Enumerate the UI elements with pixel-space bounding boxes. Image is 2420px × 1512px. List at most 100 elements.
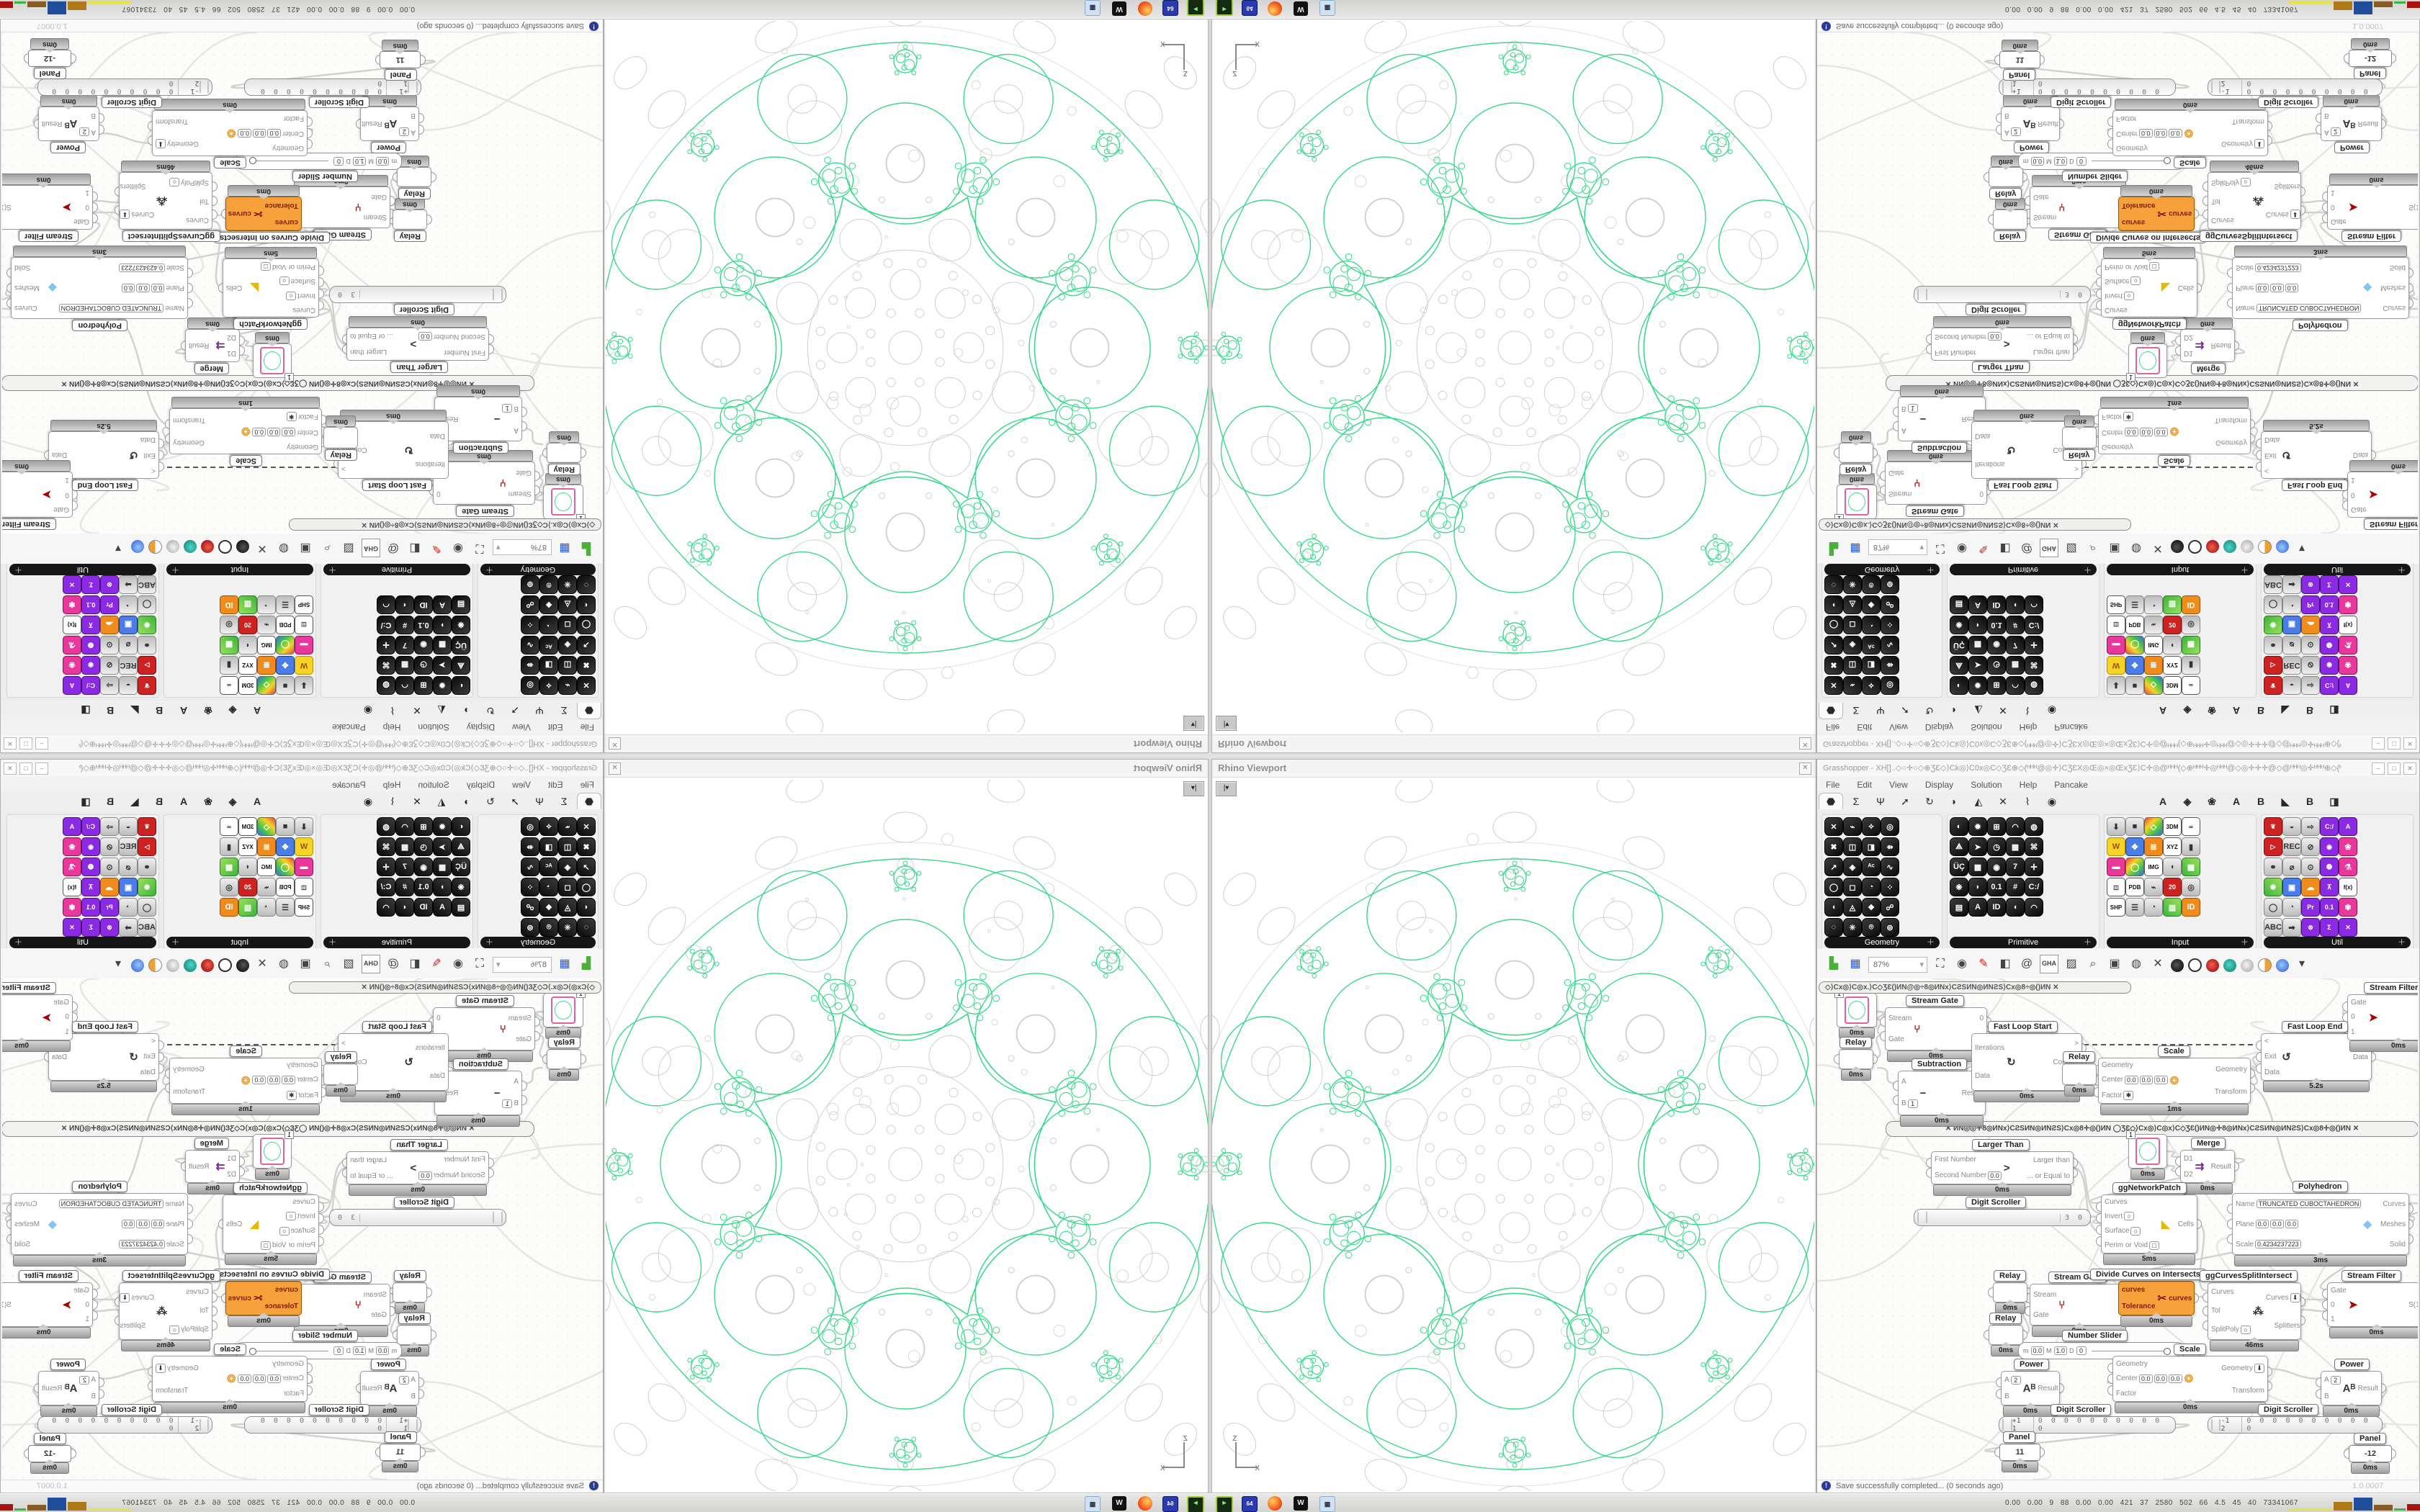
plugin-tab-5[interactable]: ◣ xyxy=(2281,705,2290,716)
component-label[interactable]: Stream Filter xyxy=(2364,518,2418,530)
component-icon[interactable]: ID xyxy=(2182,595,2200,614)
input-port[interactable]: 0 xyxy=(85,1300,89,1309)
component-icon[interactable]: ☁ xyxy=(2301,616,2320,634)
input-port[interactable]: 0 xyxy=(2351,1013,2355,1022)
component-icon[interactable]: ☰ xyxy=(2125,595,2144,614)
port-nub[interactable] xyxy=(1988,1287,1994,1297)
component-icon[interactable]: 0.1 xyxy=(2320,898,2339,917)
node-divide-curves-on-intersects[interactable]: curves Tolerance ✂ curves xyxy=(2118,197,2195,231)
component-icon[interactable]: ✖ xyxy=(577,656,596,675)
node-ggcurvessplitintersect[interactable]: Curves Tol SplitPoly ○ ⁂ Curves ⬇ Splitters xyxy=(119,1282,212,1340)
scroller-grip[interactable] xyxy=(2211,81,2221,93)
component-icon[interactable]: ✳ xyxy=(1843,575,1862,594)
component-icon[interactable]: ❋ xyxy=(1950,616,1968,634)
component-icon[interactable]: 0.1 xyxy=(414,616,433,634)
close-button[interactable]: ✕ xyxy=(4,762,17,775)
input-port[interactable]: Geometry xyxy=(287,1061,318,1070)
input-port[interactable]: 0 xyxy=(65,1013,69,1022)
component-icon[interactable]: Σ xyxy=(81,575,100,594)
input-port[interactable]: Gate xyxy=(2351,505,2367,514)
toolbar-icon-10[interactable]: ⌕ xyxy=(2089,542,2097,554)
component-icon[interactable]: ◖ xyxy=(2006,595,2025,614)
component-icon[interactable]: ◖ xyxy=(2163,636,2182,654)
component-icon[interactable]: ⌁ xyxy=(558,817,577,836)
output-port[interactable]: Solid xyxy=(2389,264,2406,272)
plugin-tab-2[interactable]: ❀ xyxy=(204,796,212,807)
component-icon[interactable]: ◯ xyxy=(577,878,596,896)
component-icon[interactable]: ᴬᶜ xyxy=(1862,858,1881,876)
output-port[interactable]: ... or Equal to xyxy=(2027,332,2070,341)
input-port[interactable]: B xyxy=(411,111,416,120)
port-nub[interactable] xyxy=(2256,1040,2262,1050)
component-icon[interactable]: ❀ xyxy=(2339,656,2357,675)
component-icon[interactable]: ◔ xyxy=(257,898,276,917)
output-port[interactable]: > xyxy=(2074,1039,2079,1048)
node-polyhedron[interactable]: Name TRUNCATED CUBOCTAHEDRON Plane 0.0 0.0 0.… xyxy=(11,257,188,319)
component-icon[interactable]: C:/ xyxy=(81,817,100,836)
input-port[interactable]: Gate xyxy=(2351,998,2367,1007)
component-icon[interactable]: ◎ xyxy=(521,676,539,695)
menu-pancake[interactable]: Pancake xyxy=(2054,722,2088,732)
palette-panel-name[interactable]: Geometry ＋ xyxy=(1824,564,1940,575)
input-port[interactable]: Factor ✱ xyxy=(2102,1090,2134,1100)
node-larger-than[interactable]: First Number Second Number 0.0 > Larger than… xyxy=(346,328,489,361)
component-icon[interactable]: REC xyxy=(119,656,138,675)
scroller-grip[interactable] xyxy=(199,1419,209,1431)
component-icon[interactable]: ❖ xyxy=(539,595,558,614)
component-label[interactable]: Scale xyxy=(214,1344,246,1355)
zoom-select[interactable]: 87% ▾ xyxy=(493,957,552,973)
component-icon[interactable]: ⊚ xyxy=(1881,918,1899,937)
plugin-tab-2[interactable]: ❀ xyxy=(2208,796,2216,807)
node-power[interactable]: A 2 B Aᴮ Result xyxy=(360,107,419,141)
output-port[interactable]: Curves ⬇ xyxy=(2266,1292,2300,1302)
palette-panel-name[interactable]: Input ＋ xyxy=(2107,564,2254,575)
component-icon[interactable]: ≣ xyxy=(257,837,276,856)
component-icon[interactable]: Pr xyxy=(100,595,119,614)
input-port[interactable]: Invert ○ xyxy=(2105,1212,2135,1221)
component-label[interactable]: Digit Scroller xyxy=(393,304,454,315)
palette-tab-6[interactable]: ◭ xyxy=(437,796,446,807)
port-nub[interactable] xyxy=(2107,1362,2113,1373)
output-port[interactable]: Result xyxy=(2210,1162,2231,1171)
component-icon[interactable]: ◇ xyxy=(2144,817,2163,836)
component-icon[interactable]: ⊗ xyxy=(2301,575,2320,594)
minimize-button[interactable]: – xyxy=(35,762,48,775)
input-port[interactable]: Plane 0.0 0.0 0.0 xyxy=(121,1220,184,1228)
toolbar-icon-14[interactable] xyxy=(2171,958,2184,972)
input-port[interactable]: Data xyxy=(140,1068,156,1076)
component-icon[interactable]: ⌀ xyxy=(2282,636,2301,654)
component-icon[interactable]: ✕ xyxy=(63,918,81,937)
palette-tab-5[interactable]: ◗ xyxy=(462,796,470,807)
rhino-3d-viewport[interactable] xyxy=(1212,21,1814,732)
input-port[interactable]: Geometry xyxy=(272,144,304,153)
component-icon[interactable]: ÜÇ xyxy=(452,858,470,876)
component-icon[interactable]: ▦ xyxy=(2006,837,2025,856)
input-port[interactable]: 1 xyxy=(2331,1315,2335,1323)
toolbar-icon-14[interactable] xyxy=(2171,540,2184,554)
document-tab[interactable]: ◇⟩Cx◎⟩C◎x.⟩C◇ƷƐ()ИN@◎÷8◎ИNx⟩CƧSИN◎ИNƧS⟩C… xyxy=(289,981,601,994)
menu-pancake[interactable]: Pancake xyxy=(332,722,366,732)
component-icon[interactable]: Σ xyxy=(2320,575,2339,594)
component-label[interactable]: Larger Than xyxy=(1972,1139,2030,1151)
component-icon[interactable]: ▬ xyxy=(2107,636,2125,654)
port-nub[interactable] xyxy=(2256,1063,2262,1074)
input-port[interactable]: Perim or Void □ xyxy=(2105,262,2160,271)
component-icon[interactable]: SHP xyxy=(2107,898,2125,917)
port-nub[interactable] xyxy=(2202,1292,2208,1302)
toolbar-icon-11[interactable]: ▣ xyxy=(2109,542,2120,554)
component-icon[interactable]: 0.1 xyxy=(1987,878,2006,896)
toolbar-icon-19[interactable] xyxy=(148,540,162,554)
input-port[interactable]: First Number xyxy=(1935,1156,1976,1164)
input-port[interactable]: B xyxy=(2004,111,2009,120)
input-port[interactable]: Factor ✱ xyxy=(286,1090,318,1100)
component-icon[interactable]: ◠ xyxy=(2006,676,2025,695)
input-port[interactable]: Exit xyxy=(2264,451,2277,459)
node-panel-circle[interactable]: 1 xyxy=(543,485,586,523)
component-label[interactable]: Subtraction xyxy=(1912,442,1968,454)
input-port[interactable]: Gate xyxy=(53,998,69,1007)
menu-solution[interactable]: Solution xyxy=(1971,722,2002,732)
